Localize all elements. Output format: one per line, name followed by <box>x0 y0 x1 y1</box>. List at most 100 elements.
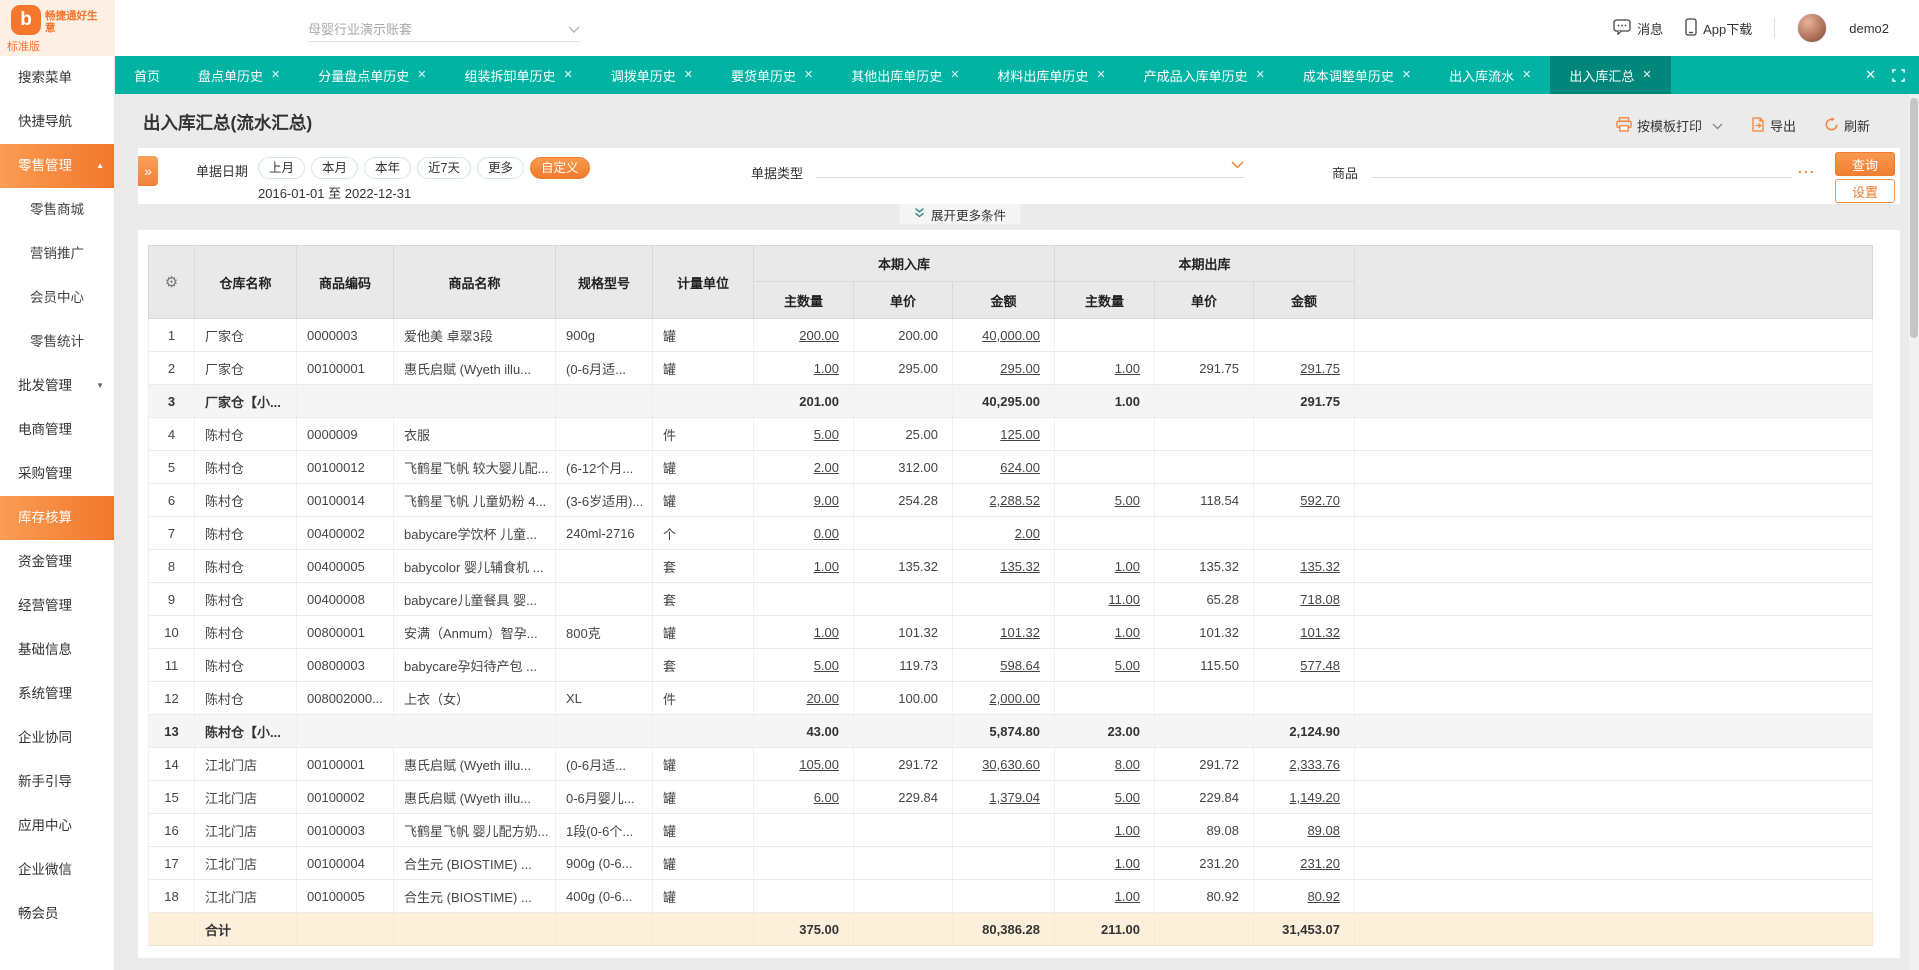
date-pill-上月[interactable]: 上月 <box>258 157 306 179</box>
tab-close-icon[interactable]: ✕ <box>417 68 427 81</box>
account-select[interactable]: 母婴行业演示账套 <box>308 16 580 42</box>
value-link[interactable]: 295.00 <box>1000 360 1040 376</box>
tab-close-icon[interactable]: ✕ <box>683 68 693 81</box>
date-pill-近7天[interactable]: 近7天 <box>417 157 471 179</box>
value-link[interactable]: 291.75 <box>1300 360 1340 376</box>
chevron-down-icon[interactable] <box>1712 118 1723 133</box>
col-header-warehouse[interactable]: 仓库名称 <box>194 245 297 319</box>
value-link[interactable]: 135.32 <box>1000 558 1040 574</box>
value-link[interactable]: 5.00 <box>813 426 839 442</box>
sidebar-item-应用中心[interactable]: 应用中心 <box>0 804 114 848</box>
value-link[interactable]: 8.00 <box>1114 756 1140 772</box>
sub-header-in-qty[interactable]: 主数量 <box>753 281 854 319</box>
col-header-product-code[interactable]: 商品编码 <box>296 245 394 319</box>
sidebar-item-营销推广[interactable]: 营销推广 <box>0 232 114 276</box>
value-link[interactable]: 101.32 <box>1300 624 1340 640</box>
scrollbar-thumb[interactable] <box>1910 98 1918 338</box>
sidebar-item-畅会员[interactable]: 畅会员 <box>0 892 114 936</box>
value-link[interactable]: 11.00 <box>1108 591 1140 607</box>
product-input[interactable] <box>1372 154 1792 178</box>
value-link[interactable]: 80.92 <box>1307 888 1340 904</box>
sidebar-item-新手引导[interactable]: 新手引导 <box>0 760 114 804</box>
value-link[interactable]: 1.00 <box>1114 855 1140 871</box>
sidebar-item-企业协同[interactable]: 企业协同 <box>0 716 114 760</box>
sub-header-in-amount[interactable]: 金额 <box>952 281 1055 319</box>
expand-more-conditions[interactable]: 展开更多条件 <box>898 204 1021 224</box>
value-link[interactable]: 40,000.00 <box>982 327 1040 343</box>
value-link[interactable]: 200.00 <box>799 327 839 343</box>
value-link[interactable]: 101.32 <box>1000 624 1040 640</box>
value-link[interactable]: 89.08 <box>1307 822 1340 838</box>
date-pill-本月[interactable]: 本月 <box>311 157 359 179</box>
tab-产成品入库单历史[interactable]: 产成品入库单历史 ✕ <box>1125 56 1284 94</box>
sidebar-item-经营管理[interactable]: 经营管理 <box>0 584 114 628</box>
sub-header-out-amount[interactable]: 金额 <box>1253 281 1355 319</box>
value-link[interactable]: 1.00 <box>1114 360 1140 376</box>
sidebar-item-批发管理[interactable]: 批发管理 ▼ <box>0 364 114 408</box>
sidebar-item-资金管理[interactable]: 资金管理 <box>0 540 114 584</box>
tab-close-icon[interactable]: ✕ <box>803 68 814 81</box>
tab-close-icon[interactable]: ✕ <box>1255 68 1265 81</box>
value-link[interactable]: 592.70 <box>1300 492 1340 508</box>
sidebar-item-电商管理[interactable]: 电商管理 <box>0 408 114 452</box>
sidebar-item-搜索菜单[interactable]: 搜索菜单 <box>0 56 114 100</box>
search-button[interactable]: 查询 <box>1835 152 1895 176</box>
app-download-button[interactable]: App下载 <box>1685 17 1752 39</box>
sub-header-in-price[interactable]: 单价 <box>853 281 953 319</box>
value-link[interactable]: 1.00 <box>1114 624 1140 640</box>
vertical-scrollbar[interactable] <box>1909 94 1919 970</box>
tab-close-icon[interactable]: ✕ <box>950 68 960 81</box>
sub-header-out-price[interactable]: 单价 <box>1154 281 1254 319</box>
value-link[interactable]: 5.00 <box>813 657 839 673</box>
collapse-sidebar-filters-button[interactable]: » <box>138 156 158 186</box>
close-all-tabs-icon[interactable]: ✕ <box>1865 67 1876 82</box>
value-link[interactable]: 1.00 <box>1114 888 1140 904</box>
value-link[interactable]: 2.00 <box>813 459 839 475</box>
value-link[interactable]: 1.00 <box>1114 558 1140 574</box>
value-link[interactable]: 1.00 <box>813 360 839 376</box>
tab-close-icon[interactable]: ✕ <box>1642 68 1652 81</box>
value-link[interactable]: 2,288.52 <box>989 492 1040 508</box>
value-link[interactable]: 5.00 <box>1114 657 1140 673</box>
sidebar-item-会员中心[interactable]: 会员中心 <box>0 276 114 320</box>
value-link[interactable]: 6.00 <box>813 789 839 805</box>
value-link[interactable]: 5.00 <box>1114 789 1140 805</box>
sidebar-item-快捷导航[interactable]: 快捷导航 <box>0 100 114 144</box>
value-link[interactable]: 0.00 <box>813 525 839 541</box>
tab-close-icon[interactable]: ✕ <box>1401 68 1412 81</box>
value-link[interactable]: 20.00 <box>806 690 839 706</box>
export-button[interactable]: 导出 <box>1751 116 1796 135</box>
sidebar-item-系统管理[interactable]: 系统管理 <box>0 672 114 716</box>
tab-成本调整单历史[interactable]: 成本调整单历史 ✕ <box>1284 56 1430 94</box>
username[interactable]: demo2 <box>1849 20 1889 36</box>
sidebar-item-零售管理[interactable]: 零售管理 ▲ <box>0 144 114 188</box>
col-header-spec[interactable]: 规格型号 <box>555 245 653 319</box>
date-pill-本年[interactable]: 本年 <box>364 157 412 179</box>
sidebar-item-零售商城[interactable]: 零售商城 <box>0 188 114 232</box>
value-link[interactable]: 624.00 <box>1000 459 1040 475</box>
value-link[interactable]: 2.00 <box>1014 525 1040 541</box>
value-link[interactable]: 598.64 <box>1000 657 1040 673</box>
messages-button[interactable]: 消息 <box>1613 18 1663 38</box>
value-link[interactable]: 125.00 <box>1000 426 1040 442</box>
value-link[interactable]: 1.00 <box>813 558 839 574</box>
doc-type-select[interactable] <box>816 154 1244 178</box>
tab-调拨单历史[interactable]: 调拨单历史 ✕ <box>592 56 712 94</box>
col-header-unit[interactable]: 计量单位 <box>652 245 754 319</box>
tab-材料出库单历史[interactable]: 材料出库单历史 ✕ <box>978 56 1124 94</box>
value-link[interactable]: 2,333.76 <box>1289 756 1340 772</box>
tab-分量盘点单历史[interactable]: 分量盘点单历史 ✕ <box>299 56 445 94</box>
value-link[interactable]: 231.20 <box>1300 855 1340 871</box>
value-link[interactable]: 577.48 <box>1300 657 1340 673</box>
col-header-product-name[interactable]: 商品名称 <box>393 245 556 319</box>
value-link[interactable]: 135.32 <box>1300 558 1340 574</box>
print-by-template-button[interactable]: 按模板打印 <box>1616 116 1702 135</box>
tab-要货单历史[interactable]: 要货单历史 ✕ <box>712 56 832 94</box>
tab-出入库流水[interactable]: 出入库流水 ✕ <box>1430 56 1550 94</box>
settings-button[interactable]: 设置 <box>1835 179 1895 203</box>
avatar[interactable] <box>1797 13 1828 43</box>
value-link[interactable]: 9.00 <box>813 492 839 508</box>
value-link[interactable]: 1.00 <box>1114 822 1140 838</box>
value-link[interactable]: 105.00 <box>799 756 839 772</box>
tab-close-icon[interactable]: ✕ <box>271 68 281 81</box>
